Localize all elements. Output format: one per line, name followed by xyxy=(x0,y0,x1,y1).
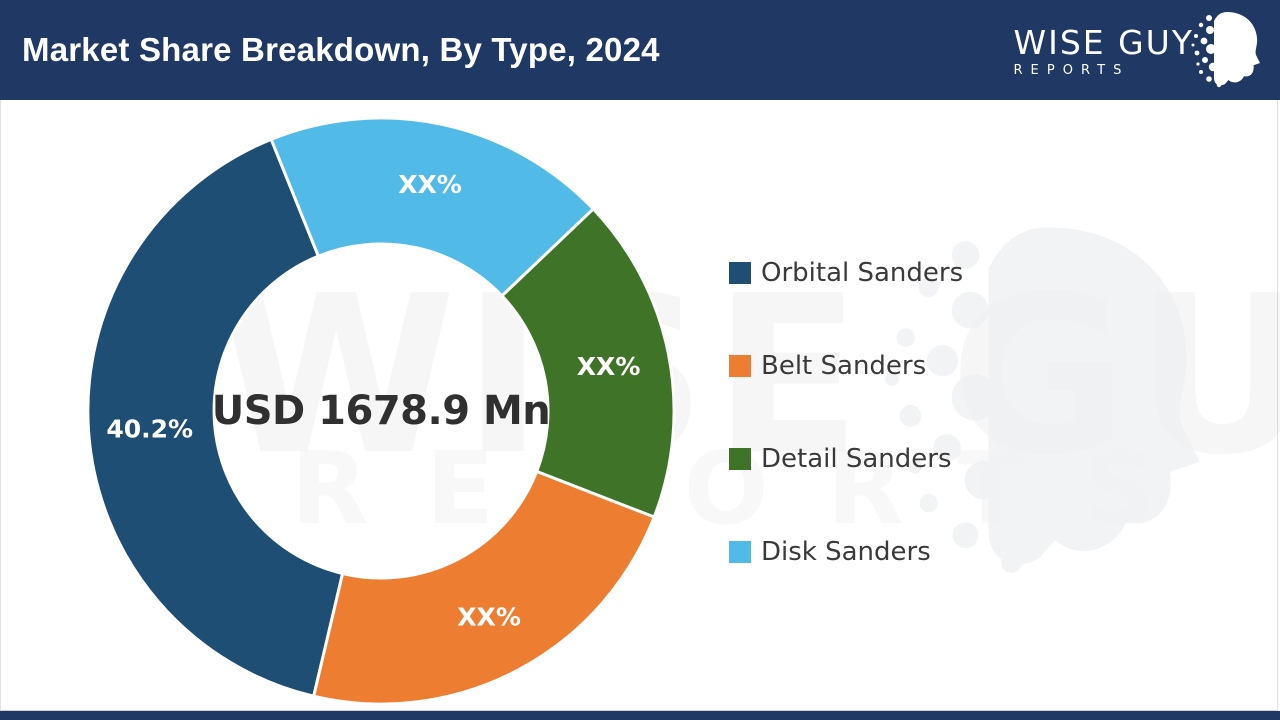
donut-chart: USD 1678.9 Mn XX% XX% XX% 40.2% xyxy=(86,116,676,706)
wise-guy-reports-logo: WISE GUY REPORTS xyxy=(1013,6,1262,94)
donut-segment-disk-sanders[interactable] xyxy=(269,116,595,298)
segment-percentage-label: 40.2% xyxy=(106,415,193,444)
logo-wordmark: WISE GUY xyxy=(1013,22,1194,62)
donut-segment-orbital-sanders[interactable] xyxy=(86,137,345,698)
legend-swatch-belt-sanders xyxy=(729,355,751,377)
legend-label-detail-sanders: Detail Sanders xyxy=(761,444,952,474)
legend-item-orbital-sanders: Orbital Sanders xyxy=(729,258,963,288)
footer-bar xyxy=(0,711,1280,720)
header-bar: Market Share Breakdown, By Type, 2024 WI… xyxy=(0,0,1280,100)
chart-legend: Orbital Sanders Belt Sanders Detail Sander… xyxy=(729,258,963,567)
legend-item-disk-sanders: Disk Sanders xyxy=(729,537,963,567)
legend-swatch-disk-sanders xyxy=(729,541,751,563)
donut-segment-belt-sanders[interactable] xyxy=(312,469,656,706)
legend-item-belt-sanders: Belt Sanders xyxy=(729,351,963,381)
logo-subtitle: REPORTS xyxy=(1013,62,1130,78)
face-profile-icon xyxy=(1188,8,1262,92)
logo-text: WISE GUY REPORTS xyxy=(1013,23,1194,78)
legend-label-disk-sanders: Disk Sanders xyxy=(761,537,931,567)
legend-swatch-detail-sanders xyxy=(729,448,751,470)
page-title: Market Share Breakdown, By Type, 2024 xyxy=(22,31,660,68)
legend-swatch-orbital-sanders xyxy=(729,262,751,284)
segment-percentage-label: XX% xyxy=(398,170,462,199)
legend-label-belt-sanders: Belt Sanders xyxy=(761,351,927,381)
legend-label-orbital-sanders: Orbital Sanders xyxy=(761,258,964,288)
legend-item-detail-sanders: Detail Sanders xyxy=(729,444,963,474)
chart-area: WISE GUY REPORTS USD 1678.9 Mn XX%XX%XX%… xyxy=(0,100,1280,711)
segment-percentage-label: XX% xyxy=(457,602,521,631)
segment-percentage-label: XX% xyxy=(577,352,641,381)
donut-segment-detail-sanders[interactable] xyxy=(500,207,676,519)
donut-center-value: USD 1678.9 Mn xyxy=(212,388,550,434)
